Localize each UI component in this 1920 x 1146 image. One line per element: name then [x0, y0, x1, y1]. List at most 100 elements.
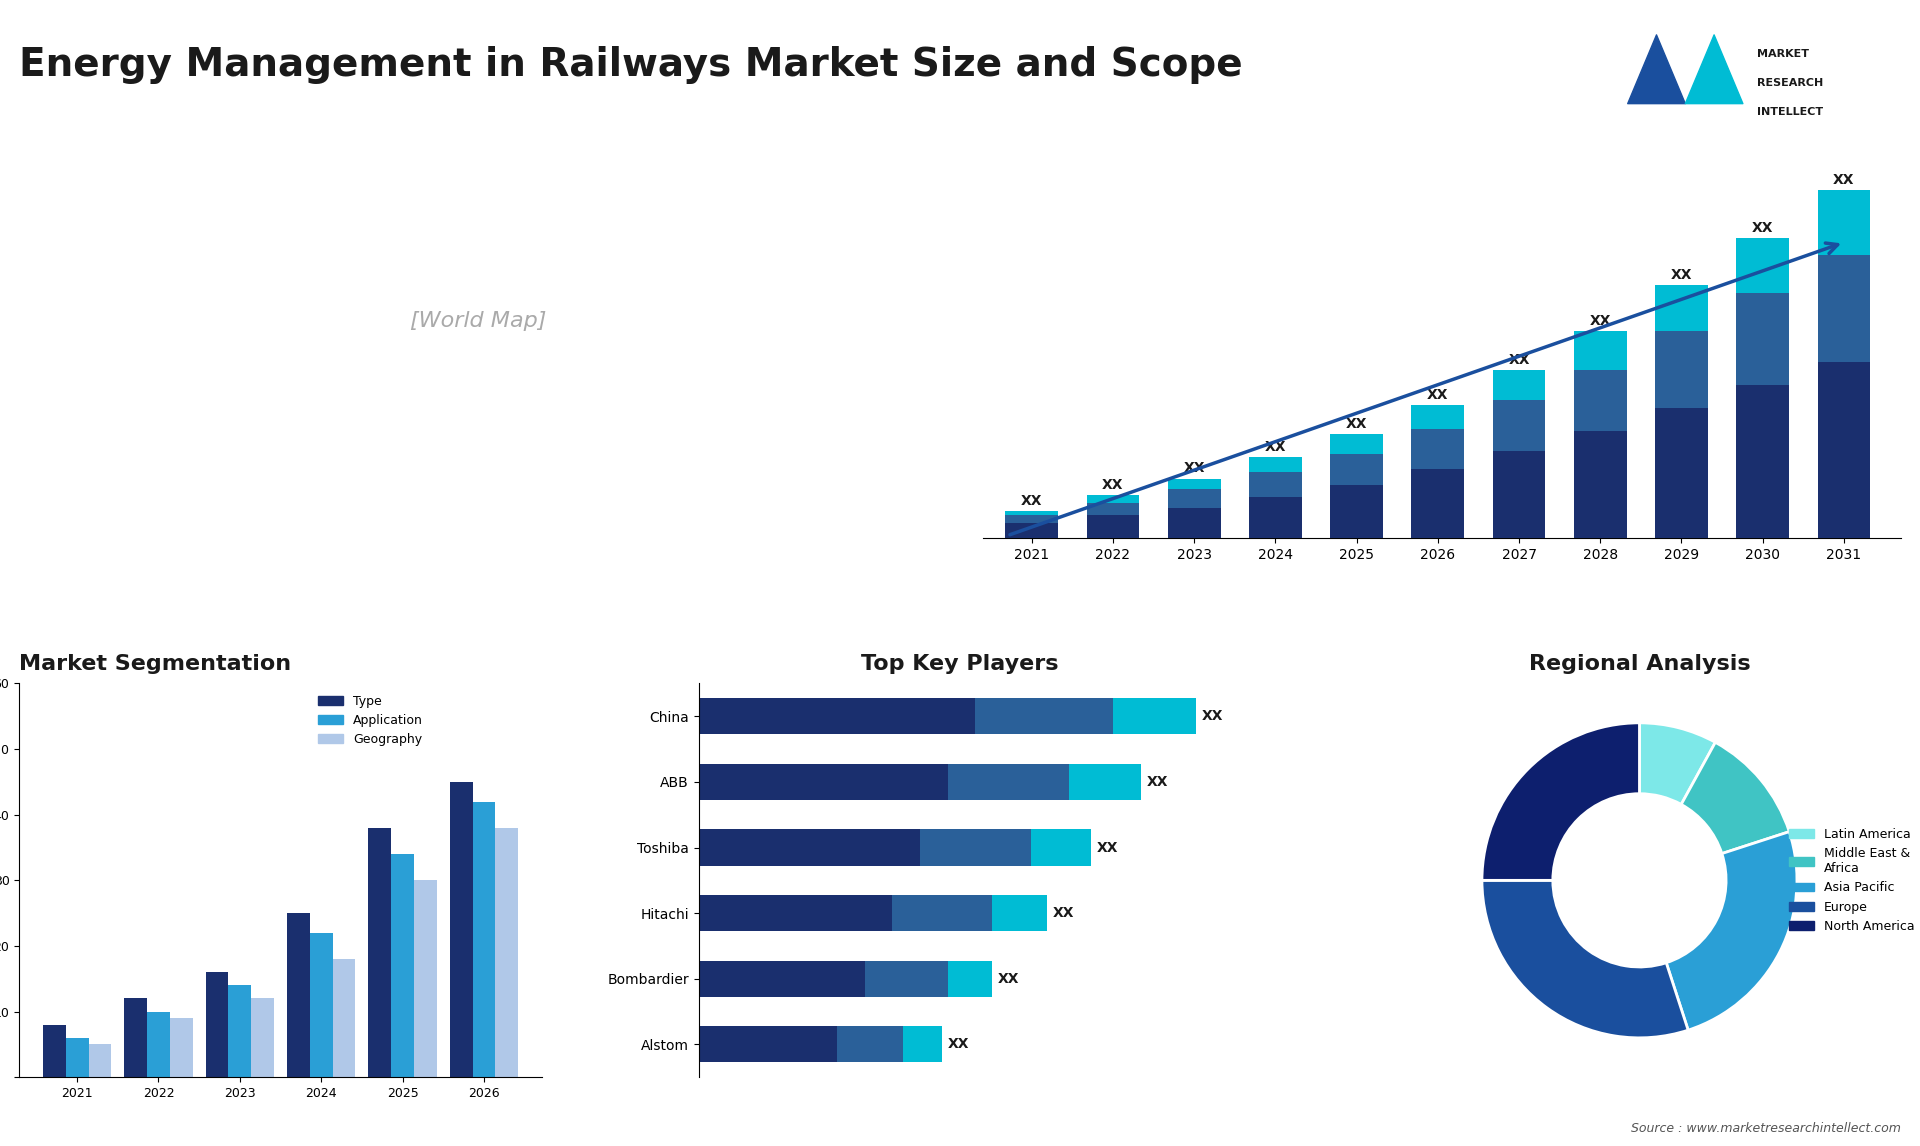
- Text: Source : www.marketresearchintellect.com: Source : www.marketresearchintellect.com: [1630, 1122, 1901, 1135]
- Bar: [1574, 431, 1626, 539]
- Text: MARKET: MARKET: [1757, 49, 1809, 60]
- Bar: [902, 1027, 943, 1062]
- Bar: [1492, 400, 1546, 450]
- Bar: [1818, 254, 1870, 362]
- Bar: [699, 698, 975, 735]
- Bar: [699, 1027, 837, 1062]
- Bar: [228, 986, 252, 1077]
- Wedge shape: [1640, 723, 1715, 804]
- Text: [World Map]: [World Map]: [411, 311, 547, 331]
- Bar: [88, 1044, 111, 1077]
- Text: XX: XX: [1096, 840, 1117, 855]
- Bar: [1574, 370, 1626, 431]
- Bar: [1655, 285, 1709, 331]
- Bar: [1250, 497, 1302, 539]
- Text: XX: XX: [1146, 775, 1167, 788]
- Bar: [1087, 503, 1139, 516]
- Bar: [148, 1012, 169, 1077]
- Bar: [1167, 489, 1221, 508]
- Bar: [125, 998, 148, 1077]
- Bar: [449, 782, 472, 1077]
- Bar: [1492, 370, 1546, 400]
- Bar: [369, 827, 392, 1077]
- Bar: [1492, 450, 1546, 539]
- Text: XX: XX: [1102, 478, 1123, 493]
- Bar: [893, 895, 993, 932]
- Bar: [1331, 454, 1382, 485]
- Text: XX: XX: [1834, 173, 1855, 187]
- Text: XX: XX: [996, 972, 1020, 986]
- Bar: [288, 913, 309, 1077]
- Wedge shape: [1482, 723, 1640, 880]
- Bar: [1411, 405, 1465, 430]
- Bar: [1006, 523, 1058, 539]
- Bar: [837, 1027, 902, 1062]
- Bar: [699, 764, 948, 800]
- Wedge shape: [1482, 880, 1688, 1038]
- Bar: [1114, 698, 1196, 735]
- Bar: [1331, 485, 1382, 539]
- Bar: [920, 830, 1031, 865]
- Circle shape: [1553, 794, 1726, 967]
- Bar: [169, 1018, 192, 1077]
- Text: INTELLECT: INTELLECT: [1757, 107, 1822, 117]
- Bar: [1818, 362, 1870, 539]
- Text: XX: XX: [1751, 221, 1774, 235]
- Bar: [1655, 408, 1709, 539]
- Bar: [1069, 764, 1140, 800]
- Bar: [332, 959, 355, 1077]
- Bar: [1411, 470, 1465, 539]
- Text: XX: XX: [1052, 906, 1073, 920]
- Wedge shape: [1667, 832, 1797, 1030]
- Bar: [1818, 190, 1870, 254]
- Bar: [65, 1038, 88, 1077]
- Bar: [699, 830, 920, 865]
- Bar: [1736, 293, 1789, 385]
- Bar: [1736, 385, 1789, 539]
- Bar: [472, 801, 495, 1077]
- Title: Top Key Players: Top Key Players: [862, 653, 1058, 674]
- Text: XX: XX: [1202, 709, 1223, 723]
- Bar: [1411, 430, 1465, 470]
- Text: XX: XX: [948, 1037, 970, 1051]
- Bar: [309, 933, 332, 1077]
- Wedge shape: [1682, 743, 1789, 854]
- Bar: [392, 854, 415, 1077]
- Bar: [993, 895, 1046, 932]
- Bar: [205, 972, 228, 1077]
- Bar: [699, 895, 893, 932]
- Bar: [1167, 508, 1221, 539]
- Bar: [252, 998, 275, 1077]
- Bar: [948, 960, 993, 997]
- Bar: [1087, 495, 1139, 503]
- Bar: [495, 827, 518, 1077]
- Bar: [1250, 457, 1302, 472]
- Text: XX: XX: [1183, 462, 1206, 476]
- Bar: [1574, 331, 1626, 370]
- Text: XX: XX: [1509, 353, 1530, 367]
- Bar: [864, 960, 948, 997]
- Bar: [948, 764, 1069, 800]
- Bar: [1331, 434, 1382, 454]
- Bar: [415, 880, 436, 1077]
- Bar: [1655, 331, 1709, 408]
- Bar: [975, 698, 1114, 735]
- Bar: [1167, 479, 1221, 489]
- Text: XX: XX: [1021, 494, 1043, 508]
- Text: RESEARCH: RESEARCH: [1757, 78, 1824, 88]
- Text: XX: XX: [1265, 440, 1286, 454]
- Bar: [1031, 830, 1091, 865]
- Text: Market Segmentation: Market Segmentation: [19, 653, 292, 674]
- Legend: Type, Application, Geography: Type, Application, Geography: [313, 690, 428, 752]
- Title: Regional Analysis: Regional Analysis: [1528, 653, 1751, 674]
- Text: XX: XX: [1346, 417, 1367, 431]
- Bar: [1006, 511, 1058, 516]
- Bar: [1250, 472, 1302, 497]
- Bar: [1736, 237, 1789, 293]
- Text: Energy Management in Railways Market Size and Scope: Energy Management in Railways Market Siz…: [19, 46, 1242, 84]
- Text: XX: XX: [1670, 268, 1692, 282]
- Text: XX: XX: [1590, 314, 1611, 328]
- Text: XX: XX: [1427, 387, 1448, 402]
- Bar: [1087, 516, 1139, 539]
- Legend: Latin America, Middle East &
Africa, Asia Pacific, Europe, North America: Latin America, Middle East & Africa, Asi…: [1784, 823, 1920, 937]
